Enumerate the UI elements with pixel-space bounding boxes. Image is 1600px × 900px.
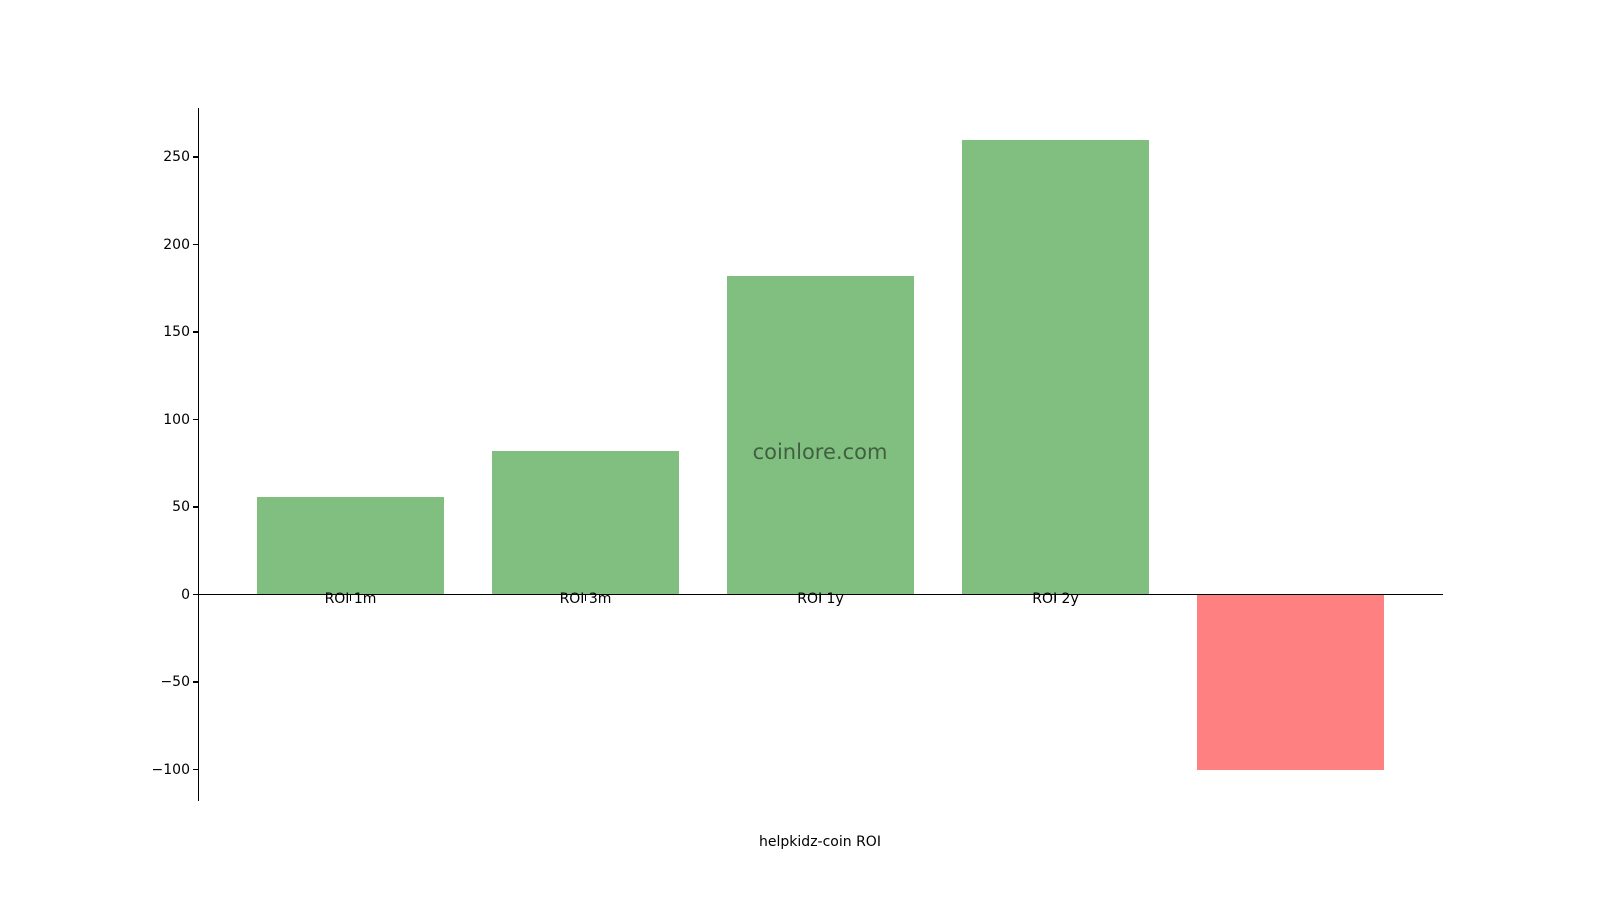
bar-roi-1m — [257, 496, 444, 595]
x-tick-mark — [819, 594, 822, 601]
y-tick-mark — [192, 506, 199, 508]
x-tick-mark — [584, 594, 587, 601]
y-axis-line — [197, 108, 199, 801]
y-tick-label: −50 — [160, 674, 190, 690]
watermark-text: coinlore.com — [752, 440, 888, 464]
y-tick-mark — [192, 418, 199, 421]
y-tick-mark — [192, 593, 199, 596]
x-tick-mark — [1054, 594, 1057, 601]
y-tick-mark — [192, 243, 199, 246]
y-tick-label: 0 — [181, 586, 190, 603]
bar-roi-1y — [727, 276, 914, 595]
y-tick-label: 50 — [172, 499, 190, 515]
y-tick-mark — [192, 331, 199, 333]
y-tick-label: 150 — [163, 324, 190, 340]
x-tick-mark — [349, 594, 352, 601]
y-tick-label: 200 — [163, 236, 190, 253]
y-tick-mark — [192, 768, 199, 771]
chart-title: helpkidz-coin ROI — [759, 834, 881, 850]
bar-negative — [1197, 594, 1384, 770]
y-tick-label: 100 — [163, 411, 190, 428]
y-tick-mark — [192, 681, 199, 683]
x-axis-zero-line — [197, 593, 1443, 596]
bar-roi-2y — [962, 139, 1149, 595]
y-tick-label: −100 — [151, 761, 190, 778]
y-tick-mark — [192, 156, 199, 158]
y-tick-label: 250 — [163, 149, 190, 165]
bar-roi-3m — [492, 451, 679, 595]
